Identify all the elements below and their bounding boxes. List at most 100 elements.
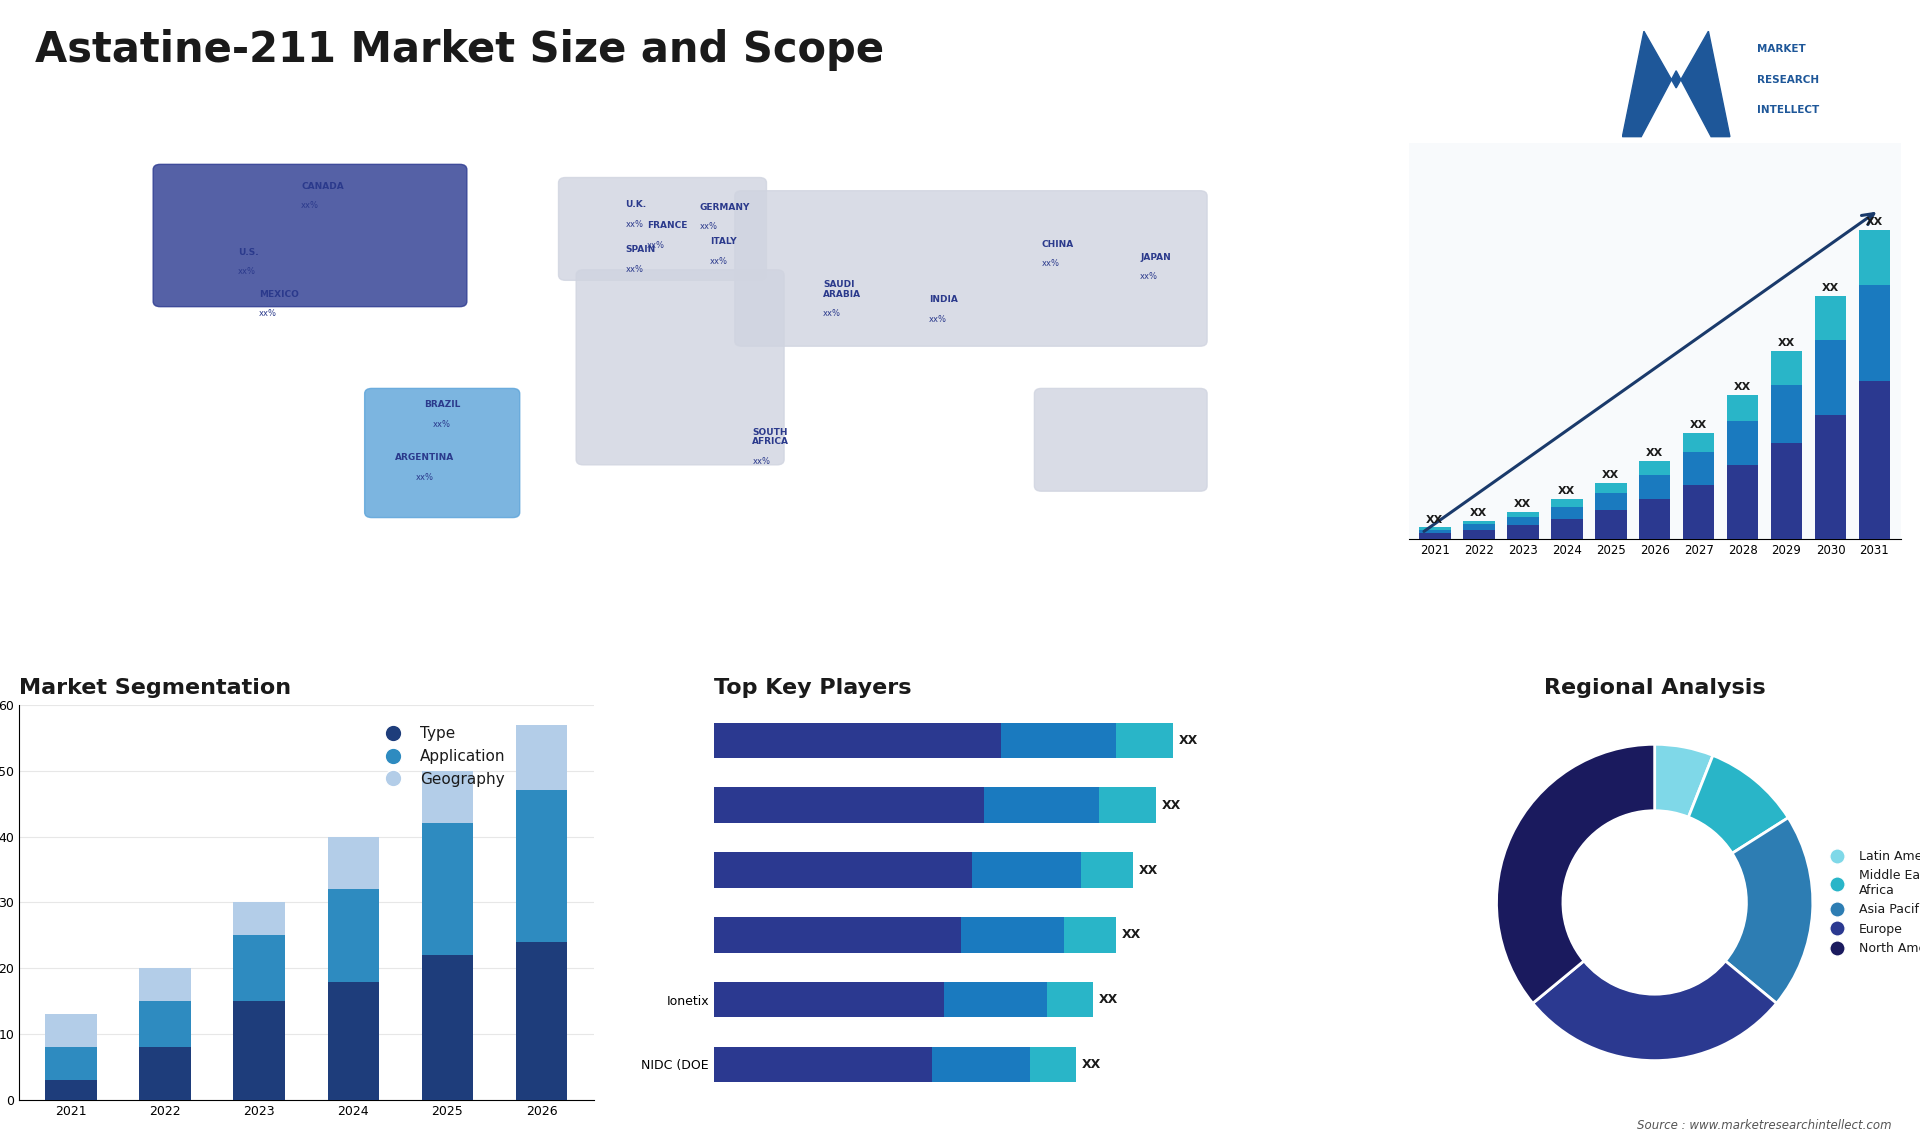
Bar <box>1507 511 1538 517</box>
Text: MEXICO: MEXICO <box>259 290 300 299</box>
Text: SAUDI
ARABIA: SAUDI ARABIA <box>824 280 860 299</box>
Text: XX: XX <box>1690 421 1707 431</box>
Text: XX: XX <box>1081 1058 1100 1070</box>
Wedge shape <box>1655 744 1713 817</box>
Bar <box>1726 421 1759 465</box>
Bar <box>1859 285 1891 380</box>
Bar <box>1726 395 1759 421</box>
Text: Astatine-211 Market Size and Scope: Astatine-211 Market Size and Scope <box>35 29 883 71</box>
FancyBboxPatch shape <box>1035 388 1208 492</box>
Bar <box>714 982 943 1018</box>
Bar <box>1682 485 1715 539</box>
Bar <box>1098 787 1156 823</box>
Bar <box>1596 510 1626 539</box>
FancyBboxPatch shape <box>154 164 467 307</box>
Wedge shape <box>1532 961 1776 1060</box>
Bar <box>46 1047 98 1081</box>
Text: CANADA: CANADA <box>301 182 344 190</box>
Bar <box>983 787 1098 823</box>
Bar <box>1596 493 1626 510</box>
Bar <box>714 853 972 888</box>
Bar <box>516 791 568 942</box>
Bar <box>943 982 1046 1018</box>
Bar <box>1463 520 1494 524</box>
Text: xx%: xx% <box>710 257 728 266</box>
Bar <box>1640 461 1670 474</box>
Text: XX: XX <box>1601 470 1619 480</box>
Text: XX: XX <box>1179 735 1198 747</box>
FancyBboxPatch shape <box>559 178 766 281</box>
FancyBboxPatch shape <box>576 269 783 465</box>
Bar <box>1551 500 1582 507</box>
Text: ARGENTINA: ARGENTINA <box>396 453 455 462</box>
Bar <box>328 981 380 1100</box>
Legend: Latin America, Middle East &
Africa, Asia Pacific, Europe, North America: Latin America, Middle East & Africa, Asi… <box>1818 845 1920 960</box>
Text: INTELLECT: INTELLECT <box>1757 105 1818 115</box>
Bar <box>46 1014 98 1047</box>
Bar <box>422 823 474 955</box>
Text: INDIA: INDIA <box>929 295 958 304</box>
Text: xx%: xx% <box>1041 259 1060 268</box>
Bar <box>1640 500 1670 539</box>
Bar <box>1596 482 1626 493</box>
Bar <box>1682 433 1715 453</box>
Bar <box>1814 297 1847 339</box>
Wedge shape <box>1726 818 1812 1003</box>
Text: XX: XX <box>1734 382 1751 392</box>
Bar <box>1046 982 1092 1018</box>
Bar <box>1419 533 1452 539</box>
Bar <box>1116 723 1173 759</box>
Bar <box>1419 527 1452 529</box>
Text: CHINA: CHINA <box>1041 240 1073 249</box>
Bar <box>1463 524 1494 529</box>
Bar <box>234 902 286 935</box>
Bar <box>140 1002 192 1047</box>
Bar <box>234 1002 286 1100</box>
Text: XX: XX <box>1559 486 1576 496</box>
Text: xx%: xx% <box>626 220 643 229</box>
Bar <box>1770 442 1803 539</box>
Text: XX: XX <box>1866 217 1884 227</box>
Bar <box>516 724 568 791</box>
Bar <box>972 853 1081 888</box>
Bar <box>1419 529 1452 533</box>
Text: XX: XX <box>1645 448 1663 458</box>
Bar <box>1507 517 1538 525</box>
Bar <box>1081 853 1133 888</box>
Text: FRANCE: FRANCE <box>647 221 687 230</box>
Text: XX: XX <box>1162 799 1181 811</box>
Bar <box>714 723 1000 759</box>
Bar <box>422 955 474 1100</box>
Wedge shape <box>1688 755 1788 854</box>
Text: xx%: xx% <box>699 222 718 231</box>
Bar <box>1770 385 1803 442</box>
Bar <box>931 1046 1029 1082</box>
Bar <box>960 917 1064 952</box>
Text: Market Segmentation: Market Segmentation <box>19 677 292 698</box>
Bar <box>140 968 192 1002</box>
Text: BRAZIL: BRAZIL <box>424 400 461 409</box>
Bar <box>1859 380 1891 539</box>
Bar <box>140 1047 192 1100</box>
Text: Top Key Players: Top Key Players <box>714 677 912 698</box>
Bar <box>328 837 380 889</box>
Legend: Type, Application, Geography: Type, Application, Geography <box>371 721 513 793</box>
Bar <box>1640 474 1670 500</box>
Bar <box>714 1046 931 1082</box>
Text: xx%: xx% <box>415 473 434 481</box>
Bar <box>1064 917 1116 952</box>
Bar <box>1814 415 1847 539</box>
Wedge shape <box>1496 744 1655 1003</box>
Text: XX: XX <box>1427 515 1444 525</box>
Title: Regional Analysis: Regional Analysis <box>1544 677 1766 698</box>
Circle shape <box>1563 810 1747 995</box>
FancyBboxPatch shape <box>735 190 1208 346</box>
Bar <box>1029 1046 1075 1082</box>
Text: SPAIN: SPAIN <box>626 245 657 254</box>
Bar <box>422 770 474 823</box>
Polygon shape <box>1622 31 1730 136</box>
Text: XX: XX <box>1098 994 1117 1006</box>
Text: XX: XX <box>1515 499 1532 509</box>
Text: Source : www.marketresearchintellect.com: Source : www.marketresearchintellect.com <box>1636 1120 1891 1132</box>
Text: xx%: xx% <box>259 309 276 319</box>
